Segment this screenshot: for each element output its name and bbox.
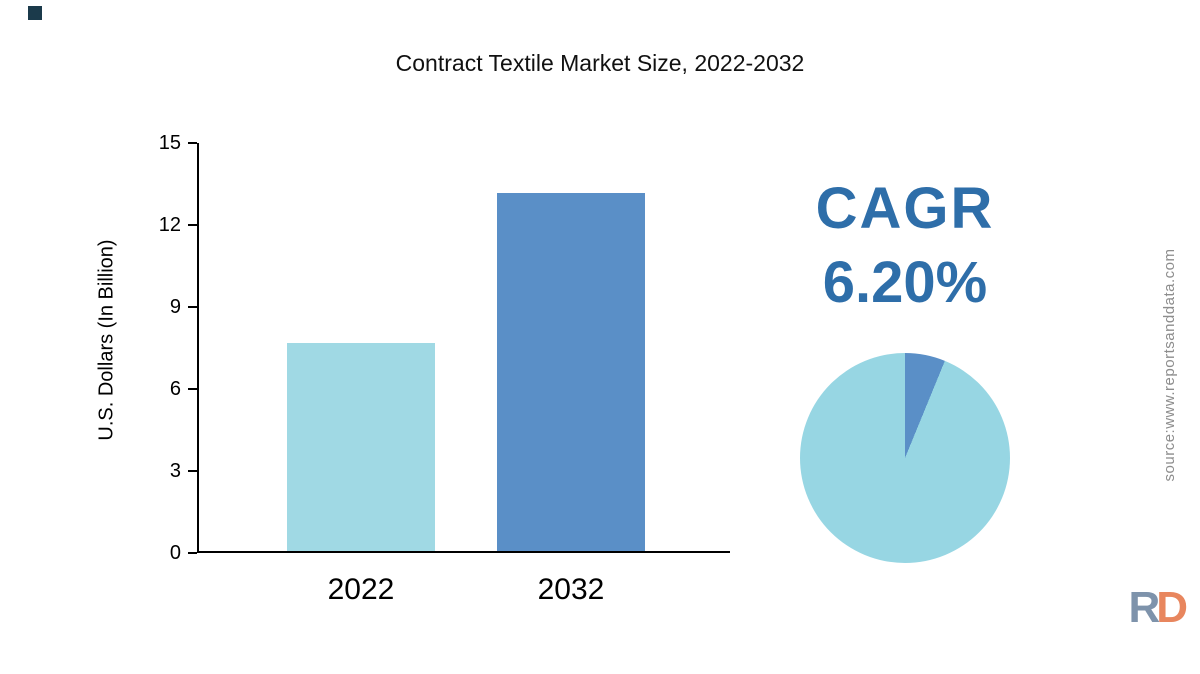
y-tick-label: 3: [169, 460, 181, 482]
x-tick-label: 2022: [327, 573, 395, 606]
y-tick-mark: [188, 224, 197, 226]
bar-2022: [287, 343, 435, 551]
y-tick-label: 9: [169, 296, 181, 318]
bar-plot-area: 0 3 6 9 12 15 2022 2032: [159, 132, 730, 606]
cagr-label: CAGR: [815, 176, 995, 241]
y-tick-label: 15: [158, 132, 181, 154]
cagr-value: 6.20%: [822, 250, 988, 315]
corner-decoration: [28, 6, 42, 20]
logo-letter-r: R: [1128, 583, 1160, 632]
cagr-block: CAGR 6.20%: [780, 180, 1030, 312]
y-tick-mark: [188, 470, 197, 472]
x-tick-label: 2032: [537, 573, 605, 606]
y-tick-mark: [188, 388, 197, 390]
y-tick-mark: [188, 552, 197, 554]
logo-letter-d: D: [1156, 583, 1188, 632]
y-axis-label: U.S. Dollars (In Billion): [95, 239, 118, 441]
y-tick-label: 12: [158, 214, 181, 236]
y-tick-mark: [188, 306, 197, 308]
pie-chart: [800, 353, 1010, 563]
y-tick-label: 6: [169, 378, 181, 400]
y-tick-label: 0: [169, 542, 181, 564]
brand-logo: RD: [1128, 583, 1188, 632]
chart-title: Contract Textile Market Size, 2022-2032: [395, 50, 805, 76]
source-attribution: source:www.reportsanddata.com: [1161, 248, 1178, 482]
y-tick-mark: [188, 142, 197, 144]
bar-2032: [497, 193, 645, 551]
